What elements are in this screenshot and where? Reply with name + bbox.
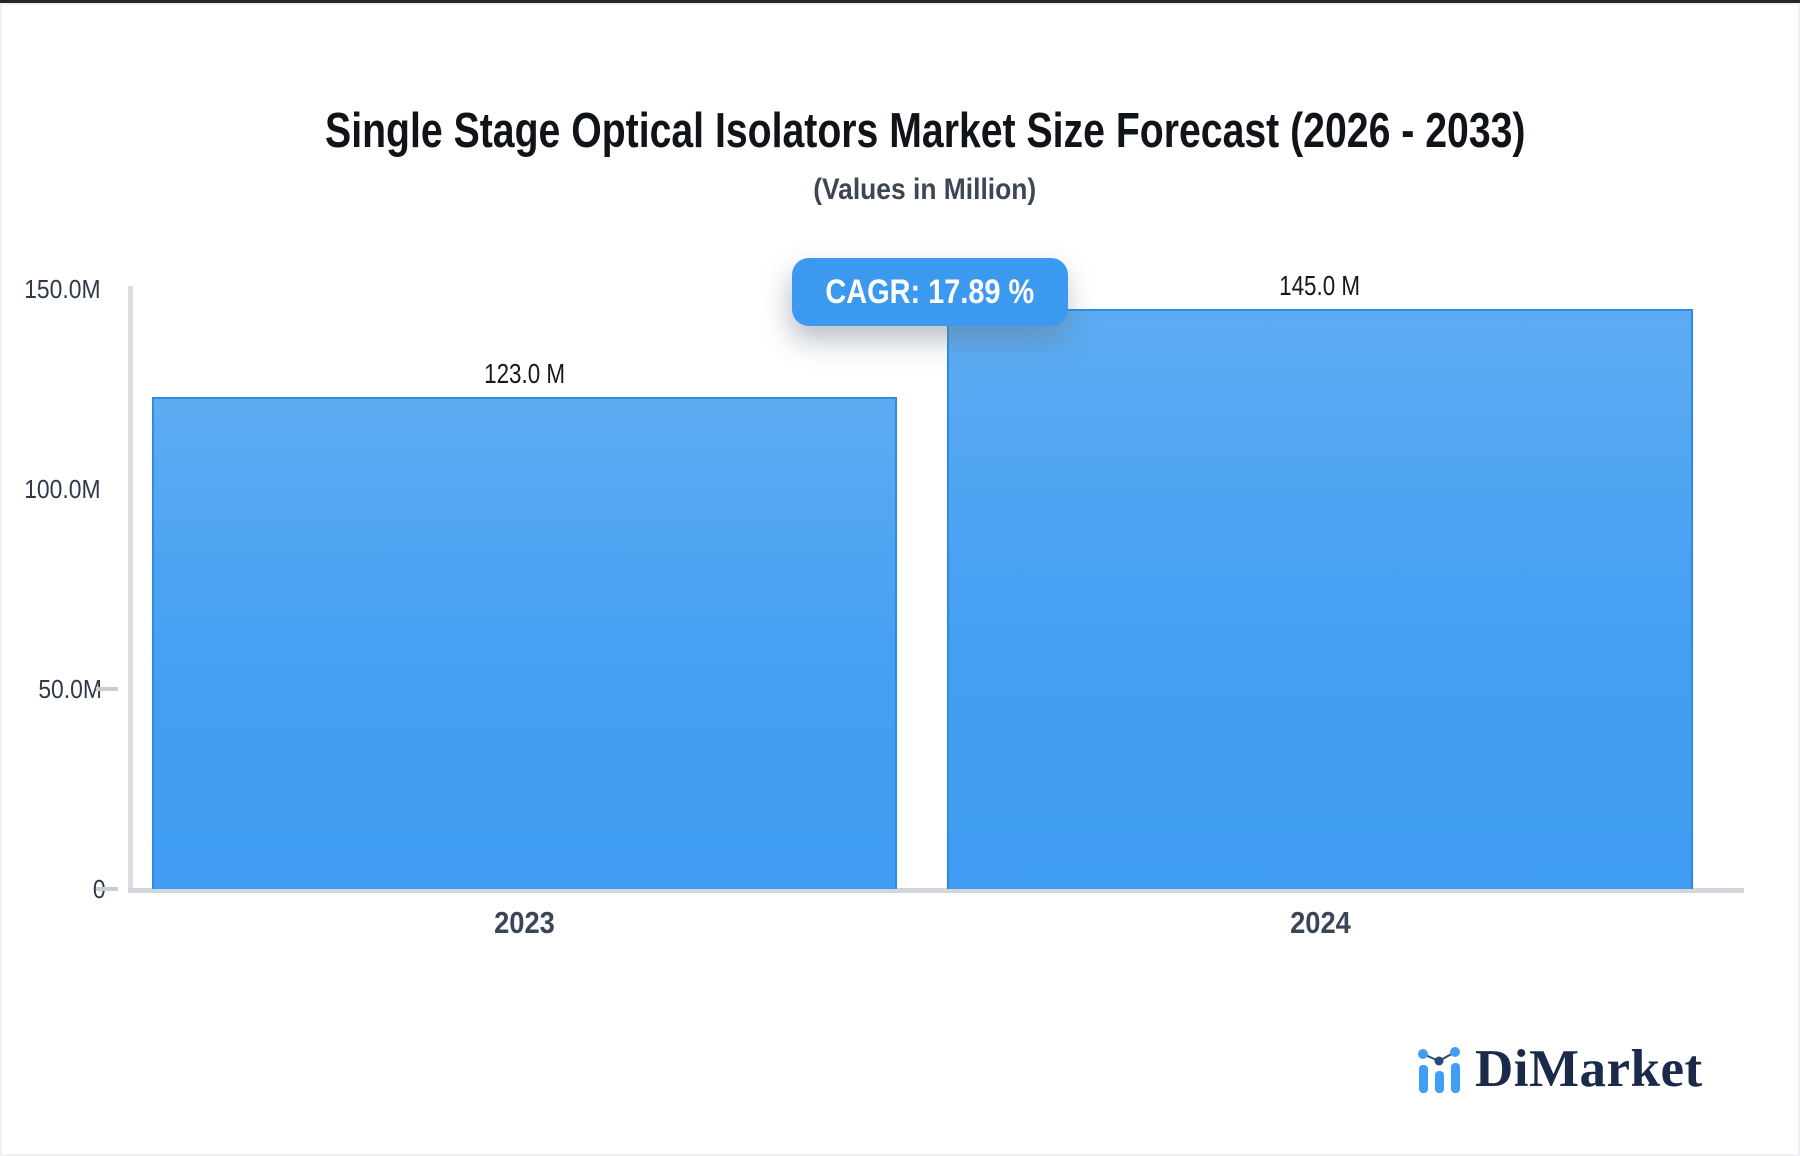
y-axis-tick-mark [96,887,118,891]
chart-subtitle: (Values in Million) [50,173,1800,207]
dimarket-logo-text: DiMarket [1475,1040,1703,1098]
bar-2024[interactable] [947,309,1693,889]
chart-title: Single Stage Optical Isolators Market Si… [50,103,1800,159]
bar-value-label-2023: 123.0 M [484,358,565,389]
cagr-badge-text: CAGR: 17.89 % [825,272,1035,311]
x-axis-label-2024: 2024 [1289,905,1351,940]
chart-title-text: Single Stage Optical Isolators Market Si… [324,104,1526,158]
y-axis-tick-label-0: 0 [0,873,106,905]
y-axis-line [128,286,133,892]
y-axis-tick-label-150.0M: 150.0M [24,274,101,304]
cagr-badge: CAGR: 17.89 % [792,258,1068,326]
bar-value-label-2024: 145.0 M [1279,270,1361,301]
dimarket-logo: DiMarket [1418,1040,1703,1098]
y-axis-tick-label-50.0M: 50.0M [38,674,102,704]
x-axis-label-2023: 2023 [494,905,555,940]
chart-subtitle-text: (Values in Million) [813,173,1037,206]
plot-area [130,289,1744,889]
x-axis-line [128,888,1744,893]
y-axis-tick-mark [96,687,118,691]
dimarket-logo-icon [1418,1047,1460,1093]
bar-2023[interactable] [152,397,897,889]
y-axis-tick-label-100.0M: 100.0M [24,474,101,504]
